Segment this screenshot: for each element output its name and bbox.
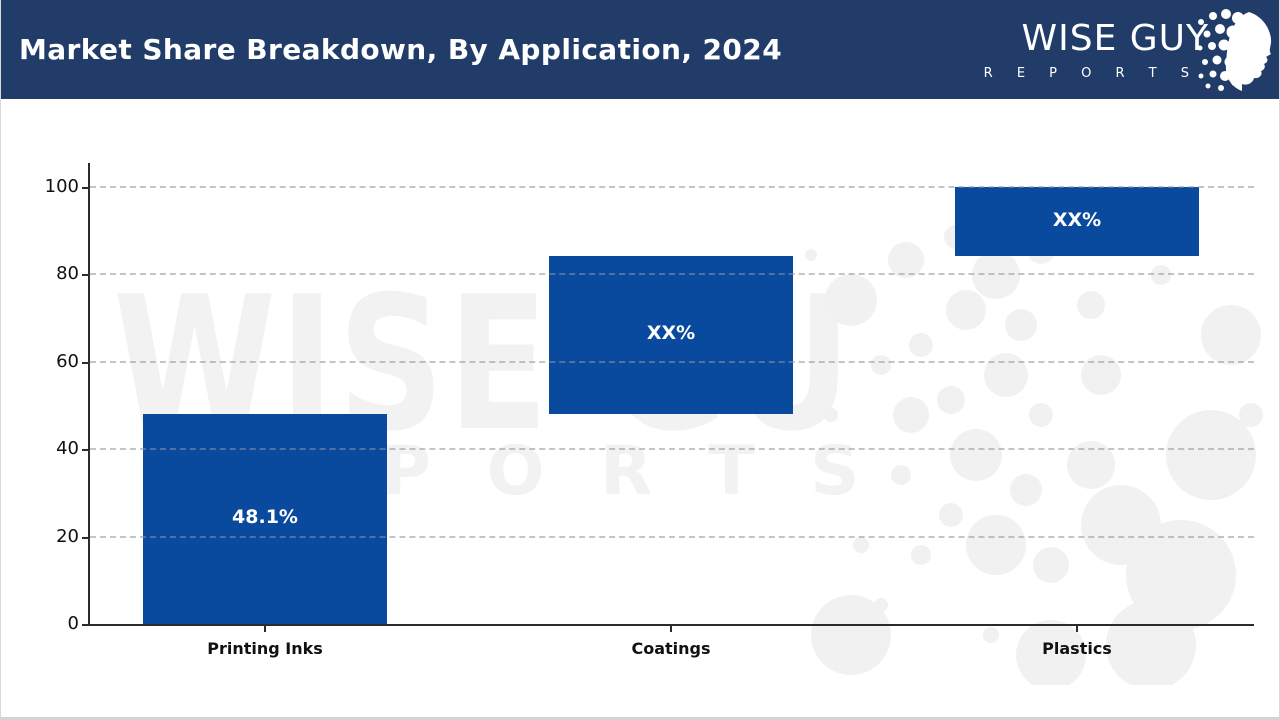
y-tick-label-40: 40 bbox=[56, 438, 79, 460]
y-tick-label-20: 20 bbox=[56, 525, 79, 547]
x-tick-plastics bbox=[1076, 626, 1078, 632]
logo-subtext: R E P O R T S bbox=[983, 66, 1199, 81]
y-tick-label-80: 80 bbox=[56, 263, 79, 285]
bar-value-label-coatings: XX% bbox=[646, 321, 696, 344]
wiseguy-logo: WISE GUY R E P O R T S bbox=[984, 8, 1273, 94]
y-tick-80 bbox=[82, 274, 88, 277]
x-category-label-printing-inks: Printing Inks bbox=[207, 639, 323, 658]
x-category-label-plastics: Plastics bbox=[1042, 639, 1112, 658]
y-tick-60 bbox=[82, 361, 88, 364]
gridline-20 bbox=[90, 535, 1254, 538]
header-banner: Market Share Breakdown, By Application, … bbox=[1, 0, 1279, 99]
page-title: Market Share Breakdown, By Application, … bbox=[19, 33, 783, 66]
x-tick-printing-inks bbox=[264, 626, 266, 632]
y-tick-0 bbox=[82, 624, 88, 626]
x-tick-coatings bbox=[670, 626, 672, 632]
gridline-60 bbox=[90, 360, 1254, 363]
bar-coatings bbox=[549, 256, 793, 414]
bar-value-label-printing-inks: 48.1% bbox=[232, 505, 298, 528]
wiseguy-face-logo-icon bbox=[1197, 9, 1272, 91]
bar-value-label-plastics: XX% bbox=[1052, 208, 1102, 231]
y-tick-40 bbox=[82, 449, 88, 452]
y-axis-line bbox=[88, 163, 90, 626]
y-tick-label-0: 0 bbox=[67, 613, 79, 634]
x-category-label-coatings: Coatings bbox=[631, 639, 711, 658]
bar-plastics bbox=[955, 187, 1199, 257]
logo-wordmark: WISE GUY bbox=[1021, 18, 1209, 59]
x-axis-line bbox=[88, 624, 1254, 626]
gridline-40 bbox=[90, 448, 1254, 451]
gridline-100 bbox=[90, 186, 1254, 188]
gridline-80 bbox=[90, 273, 1254, 276]
y-tick-label-60: 60 bbox=[56, 350, 79, 372]
y-tick-20 bbox=[82, 536, 88, 539]
y-tick-label-100: 100 bbox=[44, 176, 79, 197]
y-tick-100 bbox=[82, 187, 88, 189]
